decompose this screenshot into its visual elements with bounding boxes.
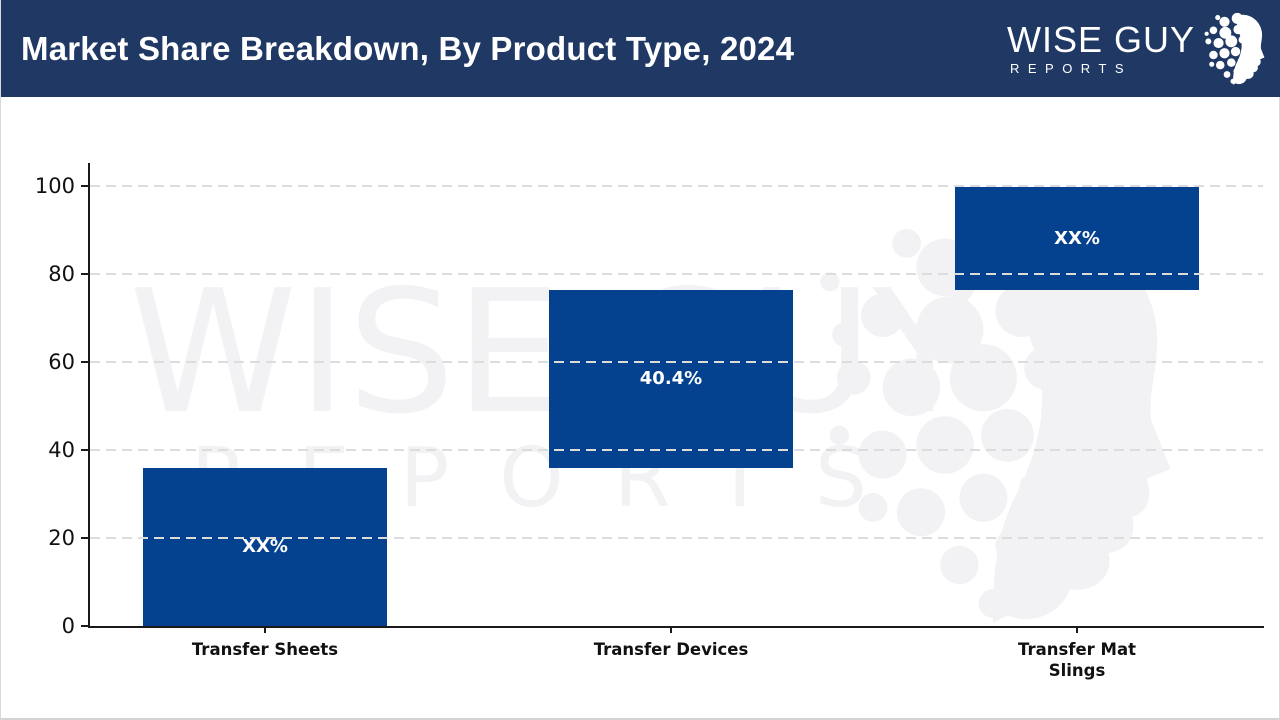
bar-value-label: XX% xyxy=(1054,227,1100,249)
gridline-y-20 xyxy=(90,537,1263,539)
brand-logo-text: WISE GUY REPORTS xyxy=(1006,18,1195,76)
x-category-label-line: Transfer Devices xyxy=(593,640,749,659)
x-tick-mark xyxy=(1076,626,1078,633)
y-axis-spine xyxy=(88,163,90,628)
gridline-y-80 xyxy=(90,273,1263,275)
y-tick-mark xyxy=(81,273,89,275)
y-tick-label: 60 xyxy=(48,350,75,374)
y-tick-label: 0 xyxy=(61,614,75,638)
bar-value-label: XX% xyxy=(242,536,288,558)
x-axis-spine xyxy=(88,626,1264,628)
x-category-label: Transfer Mat Slings xyxy=(977,639,1177,681)
page-title: Market Share Breakdown, By Product Type,… xyxy=(21,29,795,67)
y-tick-label: 100 xyxy=(34,174,75,198)
chart-plot-area: 0 20 40 60 80 100 XX% Transfer Sheets 40.4% Trans… xyxy=(1,97,1280,720)
bar-value-label: 40.4% xyxy=(639,368,703,390)
brand-logo-face-dots-icon xyxy=(1204,12,1265,85)
y-tick-label: 20 xyxy=(48,526,75,550)
x-category-label-line: Transfer Mat xyxy=(1018,640,1136,659)
gridline-y-40 xyxy=(90,449,1263,451)
brand-logo-subtitle: REPORTS xyxy=(1009,60,1133,76)
gridline-y-60 xyxy=(90,361,1263,363)
bar-2 xyxy=(549,290,793,469)
y-tick-mark xyxy=(81,449,89,451)
y-tick-mark xyxy=(81,361,89,363)
x-category-label: Transfer Devices xyxy=(571,639,771,660)
brand-logo: WISE GUY REPORTS xyxy=(1007,9,1280,89)
y-tick-mark xyxy=(81,625,89,627)
y-tick-mark xyxy=(81,185,89,187)
x-tick-mark xyxy=(670,626,672,633)
x-tick-mark xyxy=(264,626,266,633)
y-tick-label: 80 xyxy=(48,262,75,286)
y-tick-mark xyxy=(81,537,89,539)
x-category-label-line: Transfer Sheets xyxy=(191,640,339,659)
x-category-label: Transfer Sheets xyxy=(165,639,365,660)
gridline-y-100 xyxy=(90,185,1263,187)
header-bar: Market Share Breakdown, By Product Type,… xyxy=(1,0,1280,97)
y-tick-label: 40 xyxy=(48,438,75,462)
bar-1 xyxy=(143,468,387,626)
x-category-label-line: Slings xyxy=(1048,661,1106,680)
brand-logo-wordmark: WISE GUY xyxy=(1006,18,1195,60)
